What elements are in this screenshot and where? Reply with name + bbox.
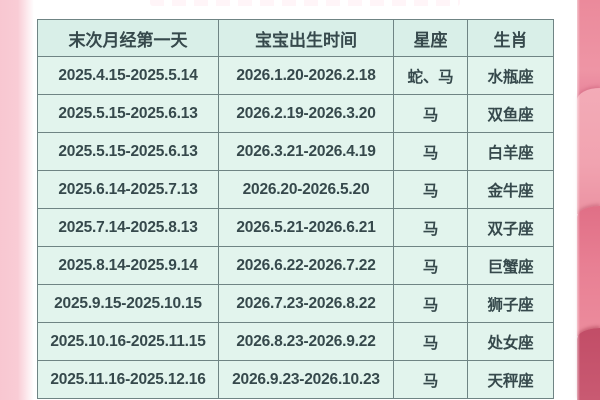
- header-baby-birth-time: 宝宝出生时间: [218, 19, 394, 57]
- cell-last-period: 2025.10.16-2025.11.15: [37, 322, 219, 361]
- cell-zodiac: 双子座: [467, 208, 554, 247]
- cell-last-period: 2025.11.16-2025.12.16: [37, 360, 219, 399]
- cell-birth-time: 2026.8.23-2026.9.22: [218, 322, 394, 361]
- cell-last-period: 2025.6.14-2025.7.13: [37, 170, 219, 209]
- cell-birth-time: 2026.1.20-2026.2.18: [218, 56, 394, 95]
- cell-constellation: 马: [393, 170, 468, 209]
- table-row: 2025.9.15-2025.10.15 2026.7.23-2026.8.22 马…: [37, 284, 554, 323]
- ribbon-segment-lower-mid: [577, 206, 600, 336]
- ribbon-segment-upper-light: [577, 88, 600, 214]
- cell-zodiac: 狮子座: [467, 284, 554, 323]
- header-last-period-first-day: 末次月经第一天: [37, 19, 219, 57]
- cell-last-period: 2025.8.14-2025.9.14: [37, 246, 219, 285]
- cell-birth-time: 2026.7.23-2026.8.22: [218, 284, 394, 323]
- cell-birth-time: 2026.6.22-2026.7.22: [218, 246, 394, 285]
- ribbon-segment-top: [577, 0, 600, 100]
- cell-last-period: 2025.4.15-2025.5.14: [37, 56, 219, 95]
- cut-off-title-remnant: [150, 0, 460, 6]
- cell-constellation: 马: [393, 94, 468, 133]
- table-row: 2025.11.16-2025.12.16 2026.9.23-2026.10.2…: [37, 360, 554, 399]
- cell-zodiac: 金牛座: [467, 170, 554, 209]
- cell-birth-time: 2026.20-2026.5.20: [218, 170, 394, 209]
- cell-constellation: 马: [393, 208, 468, 247]
- table-row: 2025.5.15-2025.6.13 2026.3.21-2026.4.19 马白…: [37, 132, 554, 171]
- table-row: 2025.10.16-2025.11.15 2026.8.23-2026.9.22…: [37, 322, 554, 361]
- cell-last-period: 2025.7.14-2025.8.13: [37, 208, 219, 247]
- cell-zodiac: 天秤座: [467, 360, 554, 399]
- cell-last-period: 2025.9.15-2025.10.15: [37, 284, 219, 323]
- cell-zodiac: 巨蟹座: [467, 246, 554, 285]
- cell-zodiac: 水瓶座: [467, 56, 554, 95]
- ribbon-segment-bottom-dark: [577, 328, 600, 400]
- table-row: 2025.7.14-2025.8.13 2026.5.21-2026.6.21 马双…: [37, 208, 554, 247]
- cell-birth-time: 2026.5.21-2026.6.21: [218, 208, 394, 247]
- cell-constellation: 蛇、马: [393, 56, 468, 95]
- cell-constellation: 马: [393, 246, 468, 285]
- ribbon-left-feather: [574, 0, 580, 400]
- cell-constellation: 马: [393, 322, 468, 361]
- table-row: 2025.6.14-2025.7.13 2026.20-2026.5.20 马金牛座: [37, 170, 554, 209]
- cell-constellation: 马: [393, 360, 468, 399]
- cell-birth-time: 2026.9.23-2026.10.23: [218, 360, 394, 399]
- header-constellation: 星座: [393, 19, 468, 57]
- cell-birth-time: 2026.3.21-2026.4.19: [218, 132, 394, 171]
- cell-zodiac: 处女座: [467, 322, 554, 361]
- cell-zodiac: 双鱼座: [467, 94, 554, 133]
- table-row: 2025.5.15-2025.6.13 2026.2.19-2026.3.20 马双…: [37, 94, 554, 133]
- table-row: 2025.4.15-2025.5.14 2026.1.20-2026.2.18 蛇、…: [37, 56, 554, 95]
- cell-zodiac: 白羊座: [467, 132, 554, 171]
- cell-constellation: 马: [393, 284, 468, 323]
- cell-last-period: 2025.5.15-2025.6.13: [37, 94, 219, 133]
- right-pink-ribbon-graphic: [574, 0, 600, 400]
- left-pink-stripe: [0, 0, 34, 400]
- table-header-row: 末次月经第一天 宝宝出生时间 星座 生肖: [37, 19, 554, 57]
- cell-birth-time: 2026.2.19-2026.3.20: [218, 94, 394, 133]
- cell-last-period: 2025.5.15-2025.6.13: [37, 132, 219, 171]
- table-row: 2025.8.14-2025.9.14 2026.6.22-2026.7.22 马巨…: [37, 246, 554, 285]
- cell-constellation: 马: [393, 132, 468, 171]
- header-chinese-zodiac: 生肖: [467, 19, 554, 57]
- conception-zodiac-table: 末次月经第一天 宝宝出生时间 星座 生肖 2025.4.15-2025.5.14…: [37, 19, 554, 399]
